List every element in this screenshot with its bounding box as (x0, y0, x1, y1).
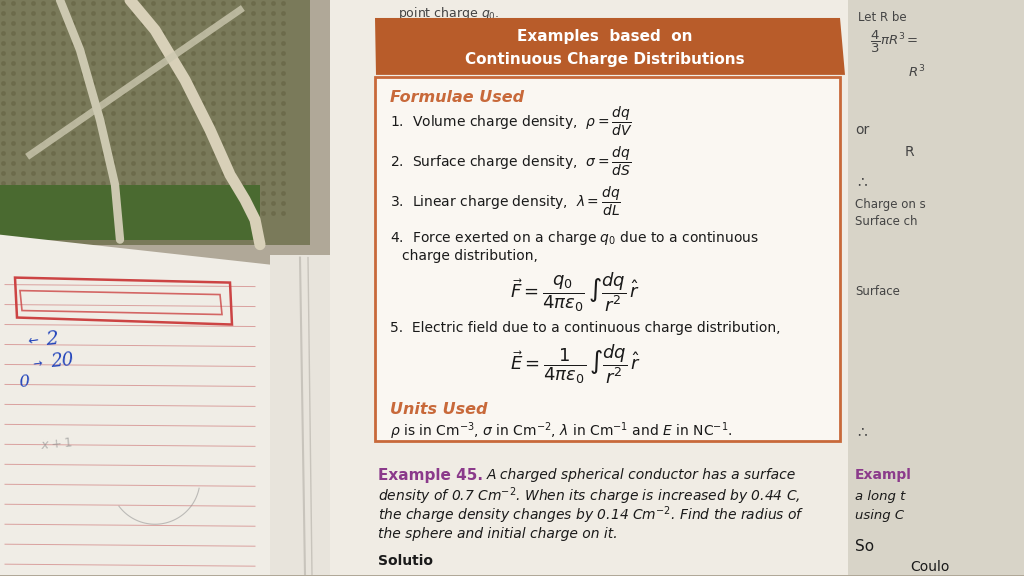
Text: 1.  Volume charge density,  $\rho =\dfrac{dq}{dV}$: 1. Volume charge density, $\rho =\dfrac{… (390, 105, 633, 138)
Text: or: or (855, 123, 869, 137)
Text: Units Used: Units Used (390, 402, 487, 417)
Text: 2.  Surface charge density,  $\sigma =\dfrac{dq}{dS}$: 2. Surface charge density, $\sigma =\dfr… (390, 145, 631, 179)
Text: So: So (855, 539, 874, 554)
Text: $\vec{F} = \dfrac{q_0}{4\pi\varepsilon_0}\,\int\dfrac{dq}{r^2}\,\hat{r}$: $\vec{F} = \dfrac{q_0}{4\pi\varepsilon_0… (510, 271, 640, 314)
Text: Surface ch: Surface ch (855, 215, 918, 228)
Text: point charge $q_0$.: point charge $q_0$. (398, 6, 500, 22)
Text: a long t: a long t (855, 490, 905, 503)
Text: $\vec{E} = \dfrac{1}{4\pi\varepsilon_0}\,\int\dfrac{dq}{r^2}\,\hat{r}$: $\vec{E} = \dfrac{1}{4\pi\varepsilon_0}\… (510, 343, 641, 386)
Text: 3.  Linear charge density,  $\lambda =\dfrac{dq}{dL}$: 3. Linear charge density, $\lambda =\dfr… (390, 185, 621, 218)
Text: $\rightarrow$: $\rightarrow$ (30, 358, 44, 369)
Text: the sphere and initial charge on it.: the sphere and initial charge on it. (378, 527, 617, 541)
Text: Charge on s: Charge on s (855, 198, 926, 211)
Text: $\dfrac{4}{3}\pi R^3 =$: $\dfrac{4}{3}\pi R^3 =$ (870, 29, 919, 55)
Text: charge distribution,: charge distribution, (402, 249, 538, 263)
Text: 2: 2 (45, 329, 59, 348)
Text: Surface: Surface (855, 285, 900, 298)
FancyBboxPatch shape (848, 0, 1024, 575)
Text: Exampl: Exampl (855, 468, 912, 482)
Text: density of 0.7 Cm$^{-2}$. When its charge is increased by 0.44 C,: density of 0.7 Cm$^{-2}$. When its charg… (378, 486, 801, 507)
Polygon shape (0, 234, 270, 575)
Text: Let R be: Let R be (858, 12, 906, 24)
Text: $\leftarrow$: $\leftarrow$ (25, 333, 41, 347)
Text: $x + 1$: $x + 1$ (40, 437, 73, 452)
Text: 5.  Electric field due to a continuous charge distribution,: 5. Electric field due to a continuous ch… (390, 320, 780, 335)
Text: 0: 0 (18, 374, 30, 392)
Polygon shape (330, 0, 848, 575)
Text: the charge density changes by 0.14 Cm$^{-2}$. Find the radius of: the charge density changes by 0.14 Cm$^{… (378, 505, 805, 526)
FancyBboxPatch shape (0, 185, 260, 240)
Text: Continuous Charge Distributions: Continuous Charge Distributions (465, 52, 744, 67)
Text: $\rho$ is in Cm$^{-3}$, $\sigma$ in Cm$^{-2}$, $\lambda$ in Cm$^{-1}$ and $E$ in: $\rho$ is in Cm$^{-3}$, $\sigma$ in Cm$^… (390, 420, 732, 442)
Text: $\therefore$: $\therefore$ (855, 174, 868, 190)
Polygon shape (375, 18, 845, 75)
Text: A charged spherical conductor has a surface: A charged spherical conductor has a surf… (487, 468, 797, 482)
Text: 4.  Force exerted on a charge $q_0$ due to a continuous: 4. Force exerted on a charge $q_0$ due t… (390, 229, 759, 247)
Text: Coulo: Coulo (910, 560, 949, 574)
Text: Formulae Used: Formulae Used (390, 90, 524, 105)
Text: R: R (905, 145, 914, 159)
Text: Solutio: Solutio (378, 554, 433, 568)
FancyBboxPatch shape (0, 0, 310, 245)
FancyBboxPatch shape (375, 77, 840, 441)
Text: using C: using C (855, 509, 904, 522)
Text: 20: 20 (50, 351, 75, 372)
Text: Example 45.: Example 45. (378, 468, 483, 483)
Text: Examples  based  on: Examples based on (517, 29, 693, 44)
FancyBboxPatch shape (270, 255, 330, 575)
Text: $R^3$: $R^3$ (908, 63, 925, 80)
Text: $\therefore$: $\therefore$ (855, 424, 868, 439)
